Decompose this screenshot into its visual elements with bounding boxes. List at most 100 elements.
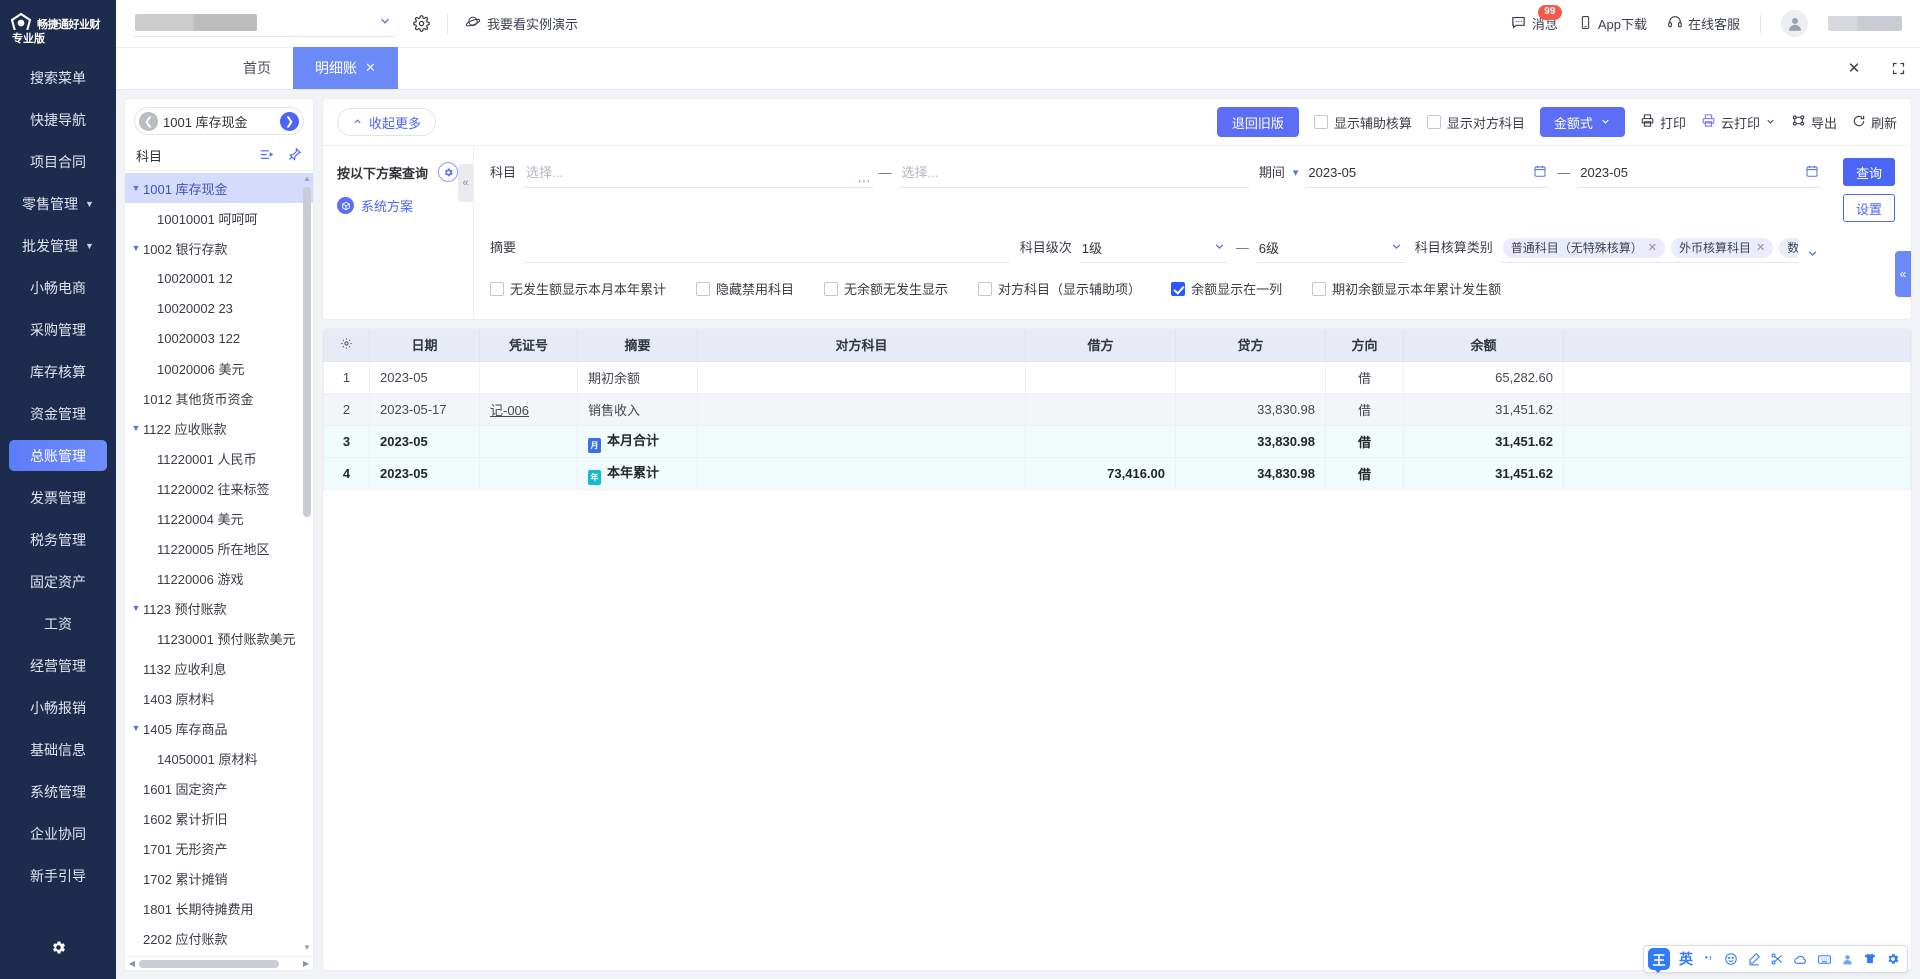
- scroll-up-icon[interactable]: ▲: [303, 174, 311, 183]
- pin-icon[interactable]: [287, 147, 302, 165]
- aux-tag-0[interactable]: 普通科目（无特殊核算） ✕: [1502, 237, 1665, 258]
- tree-node-15[interactable]: 11230001 预付账款美元: [125, 623, 313, 653]
- chevron-down-icon[interactable]: ▼: [131, 183, 141, 193]
- subject-from-input[interactable]: [524, 158, 874, 188]
- sidebar-item-19[interactable]: 新手引导: [9, 860, 107, 891]
- subject-to-input[interactable]: [899, 158, 1249, 188]
- amount-mode-dropdown[interactable]: 金额式: [1539, 107, 1625, 137]
- sidebar-item-12[interactable]: 固定资产: [9, 566, 107, 597]
- aux-tag-2[interactable]: 数量核: [1779, 237, 1798, 258]
- print-button[interactable]: 打印: [1640, 113, 1686, 132]
- show-contra-subject-checkbox[interactable]: 显示对方科目: [1426, 113, 1525, 132]
- back-to-old-version-button[interactable]: 退回旧版: [1216, 107, 1299, 137]
- filter-checkbox-2[interactable]: 无余额无发生显示: [824, 279, 948, 298]
- table-row[interactable]: 2 2023-05-17 记-006 销售收入 33,830.98 借 31,451.62: [323, 392, 1911, 426]
- sidebar-item-10[interactable]: 发票管理: [9, 482, 107, 513]
- chevron-down-icon[interactable]: ▾: [1292, 167, 1299, 179]
- filter-checkbox-3[interactable]: 对方科目（显示辅助项）: [978, 279, 1141, 298]
- tree-node-2[interactable]: ▼ 1002 银行存款: [125, 233, 313, 263]
- punctuation-icon[interactable]: [1702, 953, 1715, 966]
- tree-node-19[interactable]: 14050001 原材料: [125, 743, 313, 773]
- gear-circle-icon[interactable]: [438, 162, 459, 182]
- refresh-button[interactable]: 刷新: [1852, 113, 1897, 132]
- filter-checkbox-5[interactable]: 期初余额显示本年累计发生额: [1312, 279, 1501, 298]
- scroll-left-icon[interactable]: ◀: [128, 959, 136, 968]
- sidebar-item-0[interactable]: 搜索菜单: [9, 62, 107, 93]
- col-summary[interactable]: 摘要: [577, 329, 698, 362]
- account-search-box[interactable]: ❮ 1001 库存现金 ❯: [134, 107, 304, 135]
- tree-node-25[interactable]: 2202 应付账款: [125, 923, 313, 953]
- tree-node-24[interactable]: 1801 长期待摊费用: [125, 893, 313, 923]
- tree-node-20[interactable]: 1601 固定资产: [125, 773, 313, 803]
- chevron-down-icon[interactable]: ▼: [131, 243, 141, 253]
- fullscreen-icon[interactable]: [1876, 47, 1920, 89]
- tree-node-5[interactable]: 10020003 122: [125, 323, 313, 353]
- close-icon[interactable]: ✕: [365, 60, 376, 75]
- tree-node-8[interactable]: ▼ 1122 应收账款: [125, 413, 313, 443]
- ime-logo-icon[interactable]: 王: [1648, 948, 1670, 973]
- filter-collapse-button[interactable]: «: [1895, 251, 1911, 297]
- chevron-down-icon[interactable]: ▼: [131, 423, 141, 433]
- subject-level-to-select[interactable]: 6级: [1256, 233, 1405, 263]
- col-voucher[interactable]: 凭证号: [479, 329, 578, 362]
- filter-checkbox-4[interactable]: 余额显示在一列: [1171, 279, 1282, 298]
- chevron-down-icon[interactable]: [1806, 247, 1819, 263]
- list-settings-icon[interactable]: [259, 147, 274, 165]
- summary-input[interactable]: [524, 233, 1010, 263]
- tree-node-6[interactable]: 10020006 美元: [125, 353, 313, 383]
- tree-node-23[interactable]: 1702 累计摊销: [125, 863, 313, 893]
- col-balance[interactable]: 余额: [1403, 329, 1564, 362]
- sidebar-settings-button[interactable]: [0, 921, 116, 979]
- sidebar-item-11[interactable]: 税务管理: [9, 524, 107, 555]
- emoji-icon[interactable]: [1724, 952, 1738, 966]
- col-direction[interactable]: 方向: [1325, 329, 1404, 362]
- chevron-down-icon[interactable]: ▼: [131, 723, 141, 733]
- system-scheme-item[interactable]: 系统方案: [337, 196, 473, 215]
- scroll-thumb-horizontal[interactable]: [139, 959, 279, 968]
- close-icon[interactable]: ✕: [1847, 60, 1861, 77]
- tree-horizontal-scrollbar[interactable]: ◀ ▶: [125, 956, 313, 970]
- scissors-icon[interactable]: [1770, 952, 1784, 966]
- subject-more-icon[interactable]: ···: [857, 173, 871, 188]
- table-row[interactable]: 1 2023-05 期初余额 借 65,282.60: [323, 360, 1911, 394]
- settings-button[interactable]: 设置: [1843, 194, 1895, 222]
- gear-icon[interactable]: [1886, 952, 1900, 966]
- messages-button[interactable]: 消息 99 +: [1510, 4, 1562, 34]
- tab-detail-ledger[interactable]: 明细账 ✕: [293, 47, 398, 89]
- show-aux-checkbox[interactable]: 显示辅助核算: [1313, 113, 1412, 132]
- aux-tag-1[interactable]: 外币核算科目 ✕: [1671, 237, 1774, 258]
- chevron-right-circle-icon[interactable]: ❯: [280, 111, 299, 131]
- chevron-down-icon[interactable]: ▼: [131, 603, 141, 613]
- tree-node-3[interactable]: 10020001 12: [125, 263, 313, 293]
- sidebar-item-7[interactable]: 库存核算: [9, 356, 107, 387]
- avatar[interactable]: [1781, 10, 1808, 37]
- app-download-button[interactable]: App下载: [1578, 14, 1647, 33]
- keyboard-icon[interactable]: [1817, 952, 1832, 967]
- collapse-more-button[interactable]: 收起更多: [337, 108, 437, 136]
- scheme-collapse-button[interactable]: «: [458, 164, 473, 202]
- table-row[interactable]: 4 2023-05 年本年累计 73,416.00 34,830.98 借 31,451.6…: [323, 456, 1911, 490]
- sidebar-item-17[interactable]: 系统管理: [9, 776, 107, 807]
- sidebar-item-15[interactable]: 小畅报销: [9, 692, 107, 723]
- sidebar-item-1[interactable]: 快捷导航: [9, 104, 107, 135]
- tab-home[interactable]: 首页: [221, 47, 293, 89]
- sidebar-item-5[interactable]: 小畅电商: [9, 272, 107, 303]
- cloud-print-button[interactable]: 云打印: [1701, 113, 1776, 132]
- tree-node-10[interactable]: 11220002 往来标签: [125, 473, 313, 503]
- col-credit[interactable]: 贷方: [1175, 329, 1326, 362]
- tree-node-4[interactable]: 10020002 23: [125, 293, 313, 323]
- tree-node-21[interactable]: 1602 累计折旧: [125, 803, 313, 833]
- table-settings-header[interactable]: [323, 329, 370, 362]
- tree-node-9[interactable]: 11220001 人民币: [125, 443, 313, 473]
- tree-node-14[interactable]: ▼ 1123 预付账款: [125, 593, 313, 623]
- close-small-icon[interactable]: ✕: [1756, 242, 1766, 254]
- sidebar-item-13[interactable]: 工资: [9, 608, 107, 639]
- tree-node-22[interactable]: 1701 无形资产: [125, 833, 313, 863]
- period-from-datepicker[interactable]: 2023-05: [1306, 158, 1550, 188]
- scroll-thumb[interactable]: [303, 187, 311, 517]
- sidebar-item-8[interactable]: 资金管理: [9, 398, 107, 429]
- subject-level-from-select[interactable]: 1级: [1079, 233, 1228, 263]
- col-contra-subject[interactable]: 对方科目: [697, 329, 1026, 362]
- tree-node-7[interactable]: 1012 其他货币资金: [125, 383, 313, 413]
- filter-checkbox-1[interactable]: 隐藏禁用科目: [696, 279, 794, 298]
